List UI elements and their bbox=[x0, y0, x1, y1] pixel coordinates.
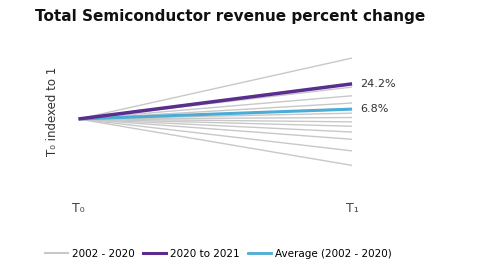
Y-axis label: T₀ indexed to 1: T₀ indexed to 1 bbox=[46, 67, 59, 156]
Text: 24.2%: 24.2% bbox=[360, 79, 396, 89]
Text: Total Semiconductor revenue percent change: Total Semiconductor revenue percent chan… bbox=[35, 9, 426, 24]
Legend: 2002 - 2020, 2020 to 2021, Average (2002 - 2020): 2002 - 2020, 2020 to 2021, Average (2002… bbox=[40, 244, 396, 263]
Text: 6.8%: 6.8% bbox=[360, 104, 389, 114]
